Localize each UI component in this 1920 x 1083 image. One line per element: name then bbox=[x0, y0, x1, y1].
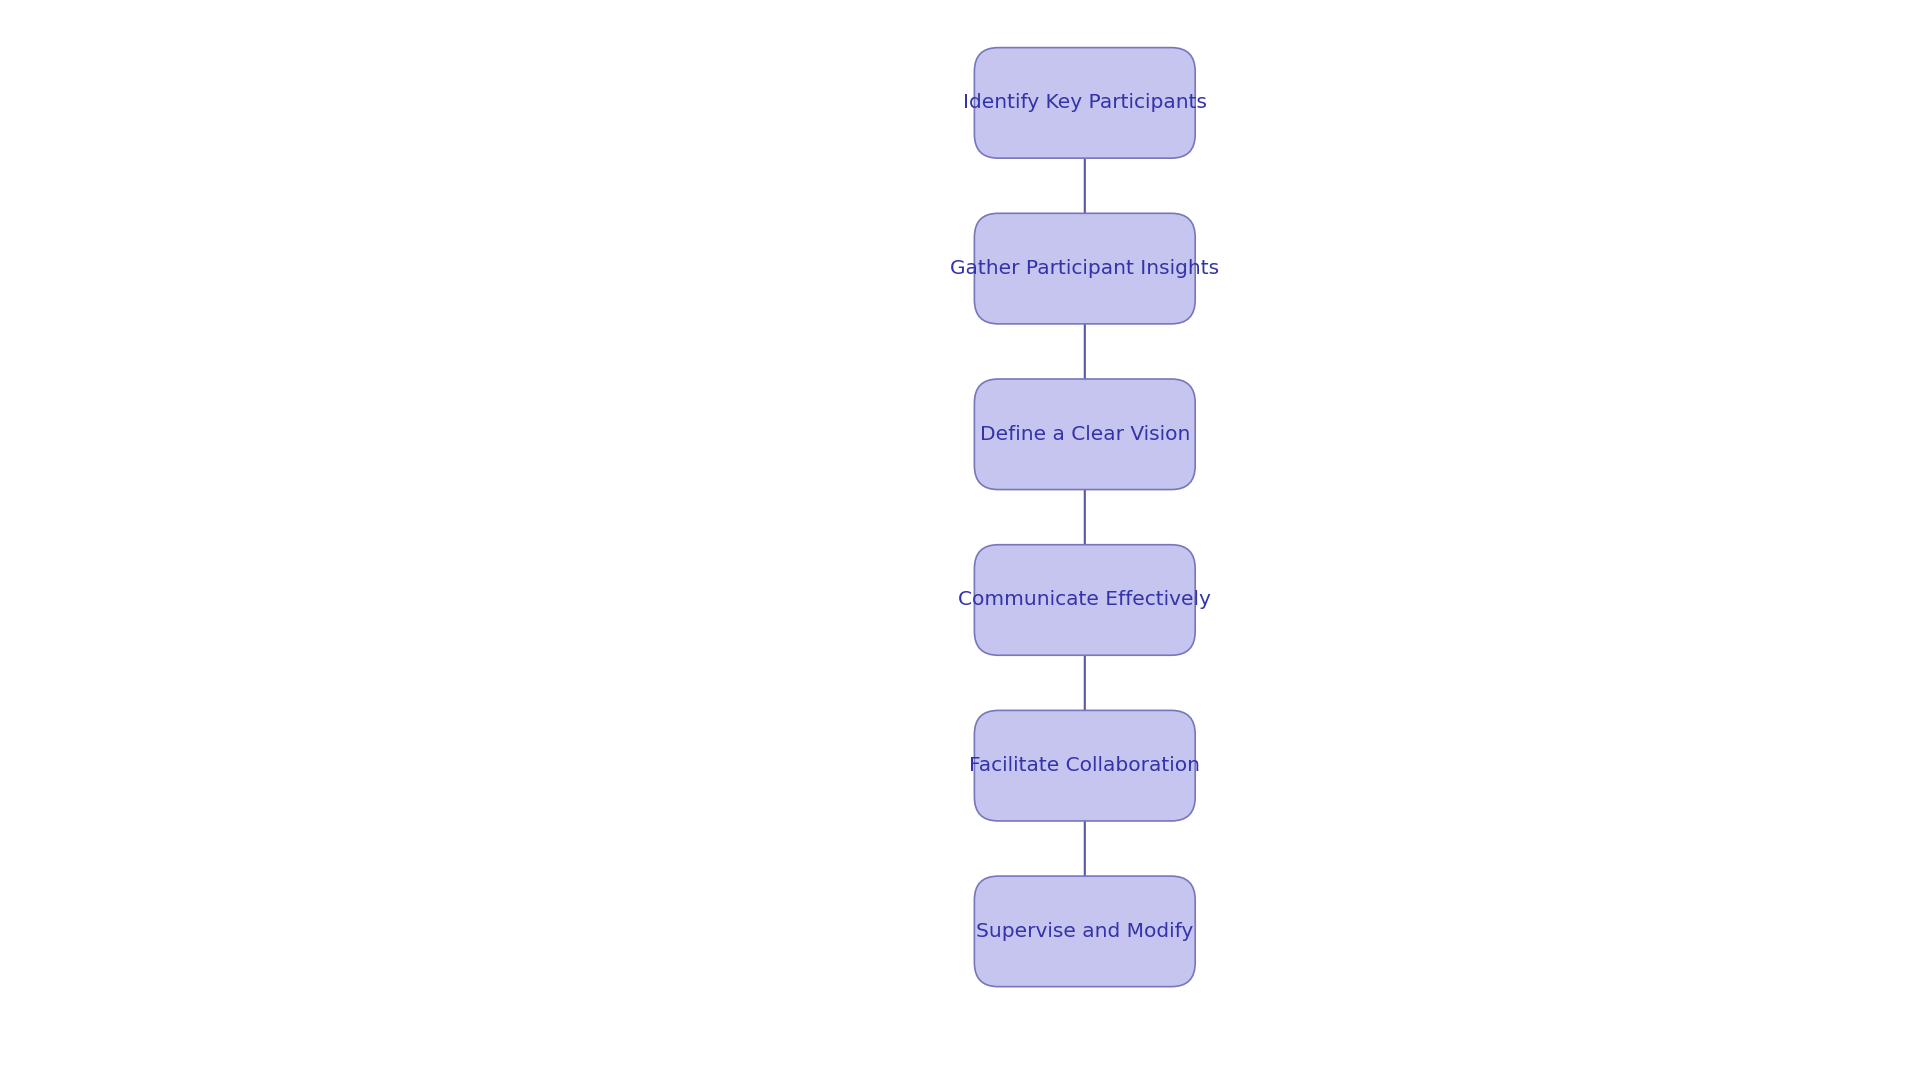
FancyBboxPatch shape bbox=[973, 48, 1194, 158]
Text: Identify Key Participants: Identify Key Participants bbox=[962, 93, 1208, 113]
Text: Facilitate Collaboration: Facilitate Collaboration bbox=[970, 756, 1200, 775]
FancyBboxPatch shape bbox=[973, 213, 1194, 324]
Text: Define a Clear Vision: Define a Clear Vision bbox=[979, 425, 1190, 444]
Text: Gather Participant Insights: Gather Participant Insights bbox=[950, 259, 1219, 278]
Text: Communicate Effectively: Communicate Effectively bbox=[958, 590, 1212, 610]
FancyBboxPatch shape bbox=[973, 545, 1194, 655]
FancyBboxPatch shape bbox=[973, 876, 1194, 987]
FancyBboxPatch shape bbox=[973, 379, 1194, 490]
FancyBboxPatch shape bbox=[973, 710, 1194, 821]
Text: Supervise and Modify: Supervise and Modify bbox=[975, 922, 1194, 941]
